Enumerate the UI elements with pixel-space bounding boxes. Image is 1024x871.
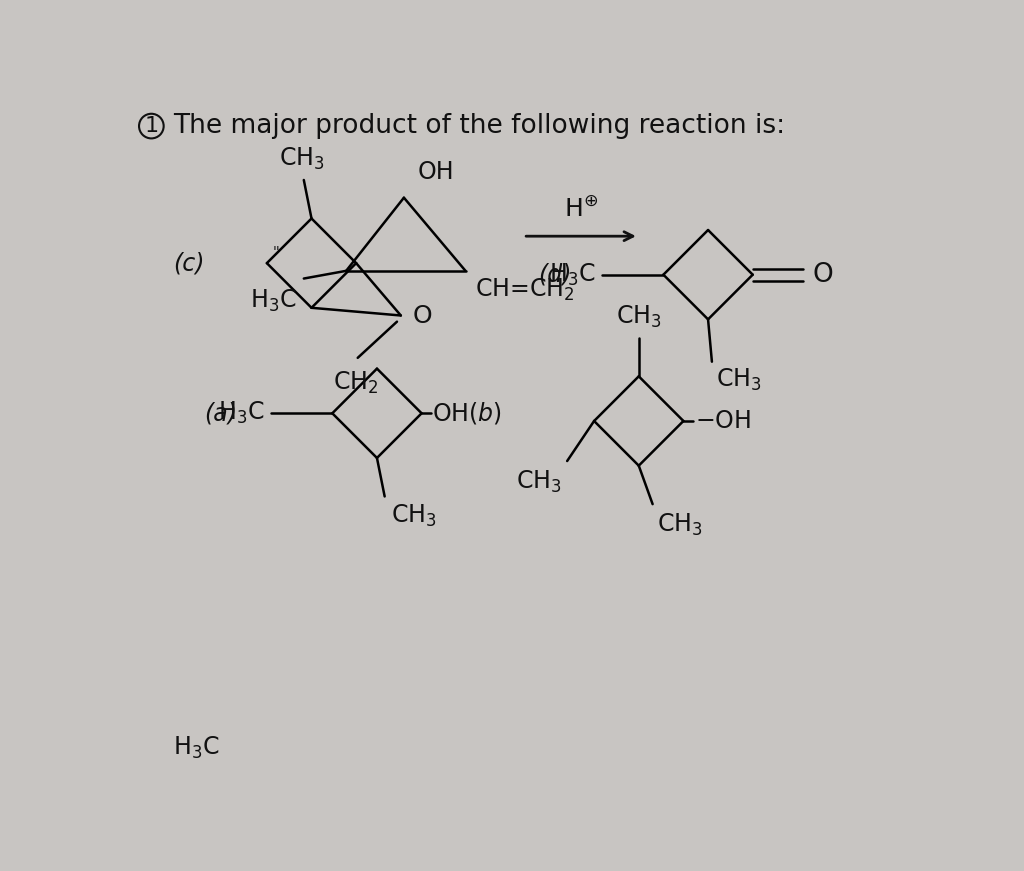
Text: The major product of the following reaction is:: The major product of the following react…	[173, 113, 785, 139]
Text: CH$_3$: CH$_3$	[516, 469, 562, 495]
Text: $-$OH: $-$OH	[695, 409, 751, 433]
Text: H$_3$C: H$_3$C	[250, 287, 296, 314]
Text: '': ''	[273, 245, 281, 259]
Text: CH=CH$_2$: CH=CH$_2$	[475, 277, 574, 303]
Text: OH: OH	[418, 160, 455, 184]
Text: CH$_3$: CH$_3$	[280, 146, 325, 172]
Text: CH$_3$: CH$_3$	[616, 304, 662, 330]
Text: H$_3$C: H$_3$C	[173, 735, 219, 761]
Text: CH$_3$: CH$_3$	[657, 512, 702, 538]
Text: H$^{\oplus}$: H$^{\oplus}$	[564, 196, 598, 220]
Text: O: O	[413, 303, 432, 327]
Text: (a): (a)	[204, 402, 237, 425]
Text: CH$_2$: CH$_2$	[334, 369, 379, 395]
Text: CH$_3$: CH$_3$	[716, 367, 762, 394]
Text: (c): (c)	[173, 251, 205, 275]
Text: (d): (d)	[539, 263, 572, 287]
Text: H$_3$C: H$_3$C	[549, 261, 596, 287]
Text: O: O	[812, 261, 833, 287]
Text: H$_3$C: H$_3$C	[218, 400, 264, 427]
Text: 1: 1	[144, 116, 159, 136]
Text: OH$(b)$: OH$(b)$	[432, 401, 502, 426]
Text: CH$_3$: CH$_3$	[391, 503, 436, 529]
